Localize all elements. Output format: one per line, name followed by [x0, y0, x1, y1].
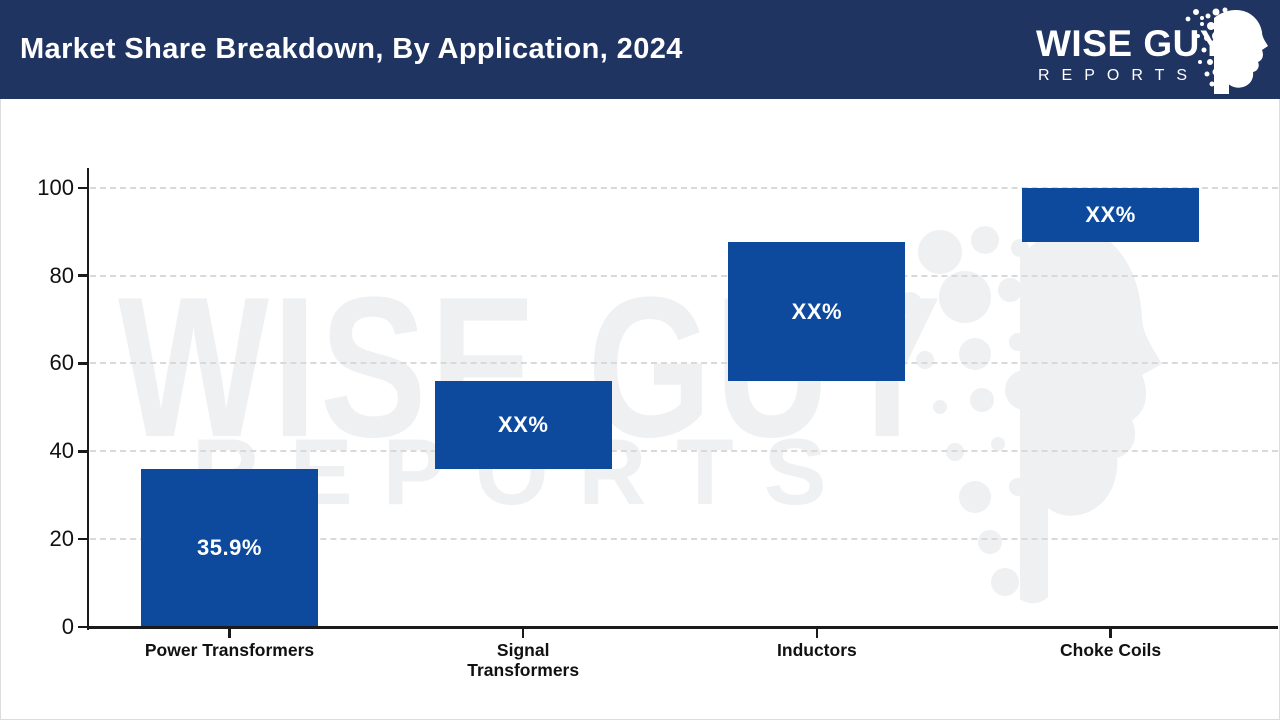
gridline	[90, 450, 1278, 453]
y-axis-tick	[78, 274, 87, 277]
x-axis-label-power-transformers: Power Transformers	[144, 640, 315, 660]
x-axis-label-signal-transformers: Signal Transformers	[467, 640, 580, 680]
y-axis-tick-label: 80	[49, 262, 74, 288]
y-axis-tick	[78, 362, 87, 365]
y-axis-tick-label: 40	[49, 438, 74, 464]
x-axis-tick	[521, 628, 525, 638]
logo-wordmark: WISE GUY	[1036, 23, 1225, 64]
y-axis-tick-label: 100	[37, 174, 74, 200]
bar-power-transformers	[141, 469, 318, 627]
page-title: Market Share Breakdown, By Application, …	[20, 33, 683, 65]
y-axis-tick	[78, 186, 87, 189]
watermark-head-dots	[898, 226, 1162, 604]
x-axis-label-choke-coils: Choke Coils	[1060, 640, 1162, 660]
bar-value-label: XX%	[497, 412, 549, 438]
y-axis-tick-label: 20	[49, 526, 74, 552]
y-axis-tick	[78, 625, 87, 629]
logo-subtitle: REPORTS	[1038, 67, 1199, 84]
bar-inductors	[728, 241, 906, 382]
y-axis-tick	[78, 537, 87, 541]
header-band: Market Share Breakdown, By Application, …	[0, 0, 1280, 99]
gridline	[90, 274, 1278, 277]
y-axis-tick-label: 60	[49, 350, 74, 376]
wise-guy-reports-logo: WISE GUY REPORTS	[1036, 7, 1268, 94]
logo-head-icon	[1196, 7, 1268, 94]
gridline	[90, 186, 1278, 189]
bar-value-label: 35.9%	[197, 535, 262, 561]
bar-signal-transformers	[434, 381, 612, 470]
y-axis-tick	[78, 450, 87, 453]
bar-value-label: XX%	[791, 298, 843, 324]
bar-value-label: XX%	[1085, 201, 1136, 227]
gridline	[90, 362, 1278, 365]
y-axis-line	[86, 168, 89, 630]
bar-choke-coils	[1022, 187, 1200, 242]
x-axis-tick	[1109, 628, 1112, 638]
y-axis-tick-label: 0	[61, 614, 74, 639]
gridline	[90, 538, 1278, 541]
logo-y-dots	[1185, 9, 1204, 22]
x-axis-line	[86, 626, 1278, 629]
x-axis-tick	[228, 628, 231, 638]
x-axis-label-inductors: Inductors	[777, 640, 857, 660]
x-axis-tick	[815, 628, 819, 638]
